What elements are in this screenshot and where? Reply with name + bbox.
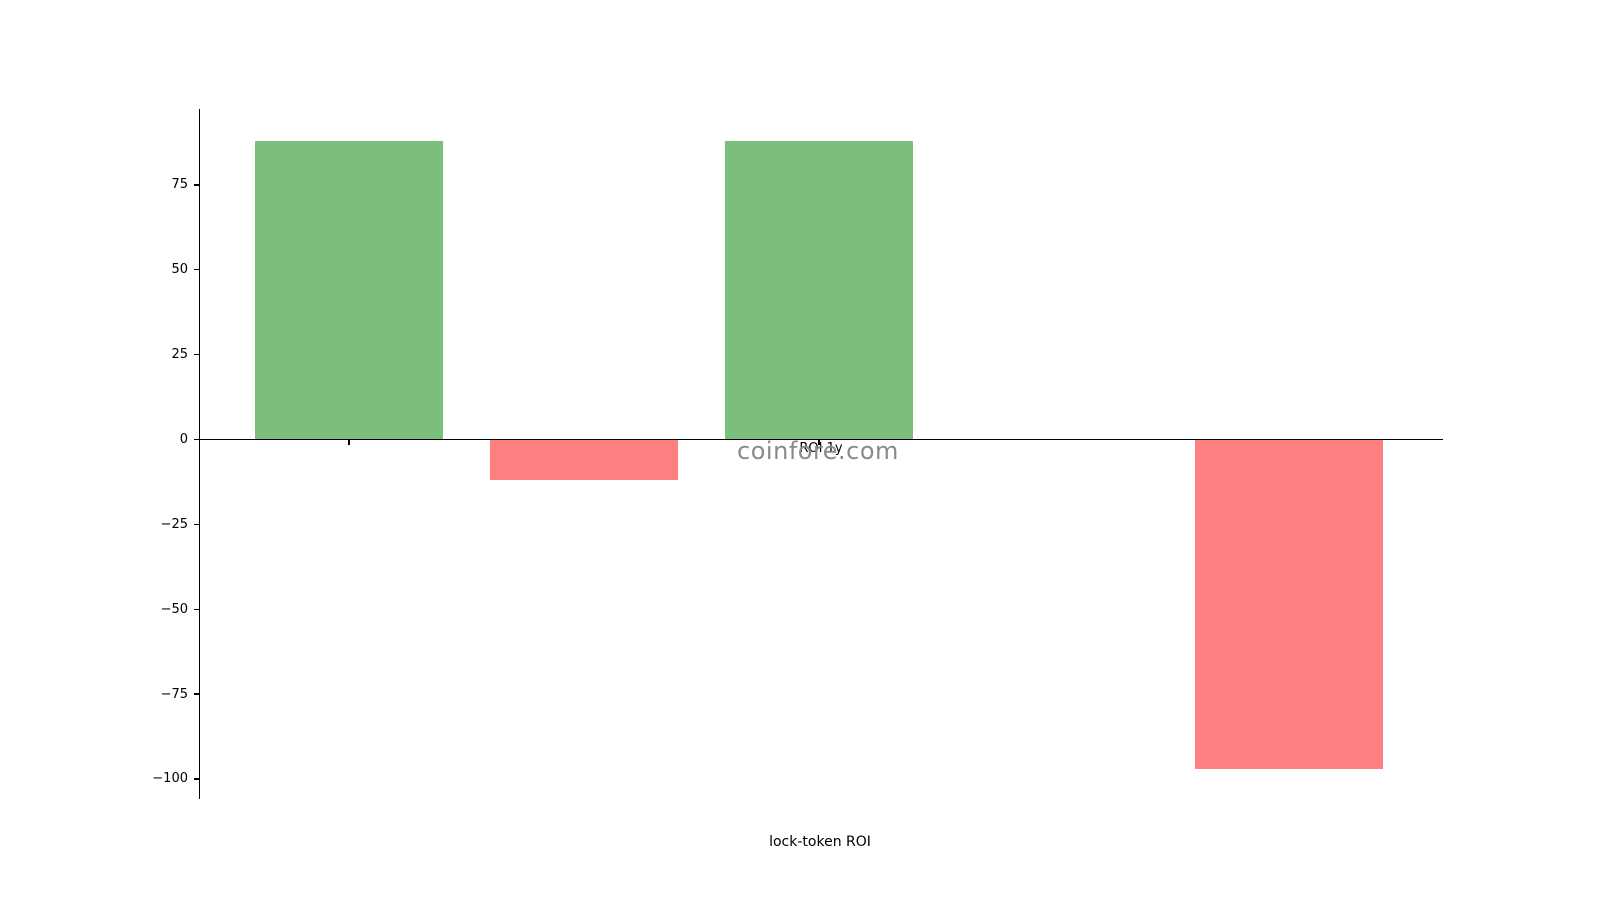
chart-bar bbox=[1195, 439, 1383, 769]
y-axis-tick bbox=[193, 608, 199, 610]
y-tick-label: −100 bbox=[152, 771, 188, 787]
y-tick-label: 75 bbox=[171, 177, 188, 193]
y-axis-tick bbox=[193, 438, 199, 441]
y-tick-label: −50 bbox=[160, 601, 188, 617]
watermark: coinfore.com bbox=[737, 437, 899, 465]
y-axis-line bbox=[198, 108, 200, 799]
x-axis-line bbox=[200, 438, 1443, 441]
chart-bar bbox=[725, 140, 913, 440]
x-tick-label: ROI 1y bbox=[799, 440, 843, 456]
y-tick-label: 25 bbox=[171, 347, 188, 363]
y-tick-label: −25 bbox=[160, 516, 188, 532]
y-axis-tick bbox=[193, 523, 199, 526]
chart-bar bbox=[490, 439, 678, 481]
chart-bar bbox=[255, 140, 443, 440]
y-axis-tick bbox=[193, 353, 199, 356]
y-tick-label: 50 bbox=[171, 262, 188, 278]
x-axis-tick bbox=[818, 440, 820, 446]
y-tick-label: 0 bbox=[179, 432, 188, 447]
y-tick-label: −75 bbox=[160, 686, 188, 702]
x-axis-tick bbox=[348, 440, 350, 446]
y-axis-tick bbox=[193, 693, 199, 695]
y-axis-tick bbox=[193, 269, 199, 271]
x-axis-title: lock-token ROI bbox=[769, 834, 871, 850]
y-axis-tick bbox=[193, 184, 199, 186]
y-axis-tick bbox=[193, 778, 199, 780]
